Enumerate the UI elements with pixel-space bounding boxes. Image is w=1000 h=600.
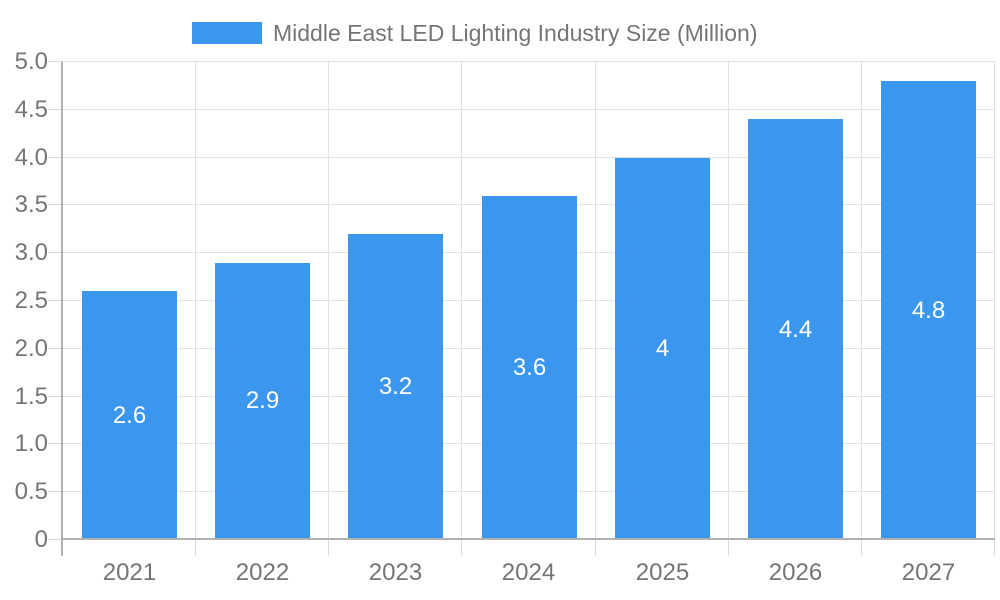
x-axis-label: 2024	[501, 559, 556, 586]
y-tick	[48, 61, 63, 62]
bar-value-label: 4.8	[911, 297, 946, 324]
bar-value-label: 4	[655, 335, 670, 362]
x-tick	[994, 540, 995, 556]
x-axis-label: 2026	[768, 559, 823, 586]
legend[interactable]: Middle East LED Lighting Industry Size (…	[192, 20, 757, 46]
y-axis-label: 3.5	[14, 191, 48, 218]
x-tick	[195, 540, 196, 556]
bar[interactable]	[748, 119, 843, 538]
y-tick	[48, 252, 63, 253]
bar[interactable]	[215, 263, 310, 538]
y-tick	[48, 157, 63, 158]
x-axis-label: 2027	[901, 559, 956, 586]
x-gridline	[461, 62, 462, 540]
y-tick	[48, 491, 63, 492]
legend-swatch	[192, 22, 262, 44]
bar[interactable]	[82, 291, 177, 538]
x-gridline	[595, 62, 596, 540]
bar-value-label: 3.6	[512, 354, 547, 381]
y-axis-label: 2.0	[14, 335, 48, 362]
y-axis-line	[61, 62, 63, 556]
y-tick	[48, 539, 63, 540]
bar[interactable]	[881, 81, 976, 538]
x-gridline	[728, 62, 729, 540]
x-gridline	[994, 62, 995, 540]
y-gridline	[63, 61, 995, 62]
bar-value-label: 2.6	[112, 402, 147, 429]
x-gridline	[328, 62, 329, 540]
x-axis-line	[63, 538, 995, 540]
x-axis-label: 2023	[368, 559, 423, 586]
y-axis-label: 0	[34, 526, 48, 553]
x-gridline	[195, 62, 196, 540]
y-axis-label: 4.5	[14, 96, 48, 123]
legend-label: Middle East LED Lighting Industry Size (…	[273, 20, 758, 46]
bar-value-label: 2.9	[245, 387, 280, 414]
x-axis-label: 2021	[102, 559, 157, 586]
y-tick	[48, 348, 63, 349]
bar-value-label: 3.2	[378, 373, 413, 400]
x-axis-label: 2022	[235, 559, 290, 586]
y-axis-label: 0.5	[14, 478, 48, 505]
x-tick	[861, 540, 862, 556]
y-tick	[48, 443, 63, 444]
x-gridline	[861, 62, 862, 540]
y-tick	[48, 109, 63, 110]
y-axis-label: 2.5	[14, 287, 48, 314]
y-axis-label: 5.0	[14, 48, 48, 75]
x-tick	[595, 540, 596, 556]
y-tick	[48, 396, 63, 397]
y-axis-label: 1.0	[14, 430, 48, 457]
y-axis-label: 3.0	[14, 239, 48, 266]
x-tick	[728, 540, 729, 556]
bar-value-label: 4.4	[778, 316, 813, 343]
x-tick	[461, 540, 462, 556]
y-tick	[48, 300, 63, 301]
y-gridline	[63, 109, 995, 110]
bar[interactable]	[615, 158, 710, 538]
y-axis-label: 1.5	[14, 383, 48, 410]
bar[interactable]	[348, 234, 443, 538]
y-gridline	[63, 157, 995, 158]
x-axis-label: 2025	[635, 559, 690, 586]
bar[interactable]	[482, 196, 577, 538]
x-tick	[328, 540, 329, 556]
y-axis-label: 4.0	[14, 144, 48, 171]
y-tick	[48, 204, 63, 205]
